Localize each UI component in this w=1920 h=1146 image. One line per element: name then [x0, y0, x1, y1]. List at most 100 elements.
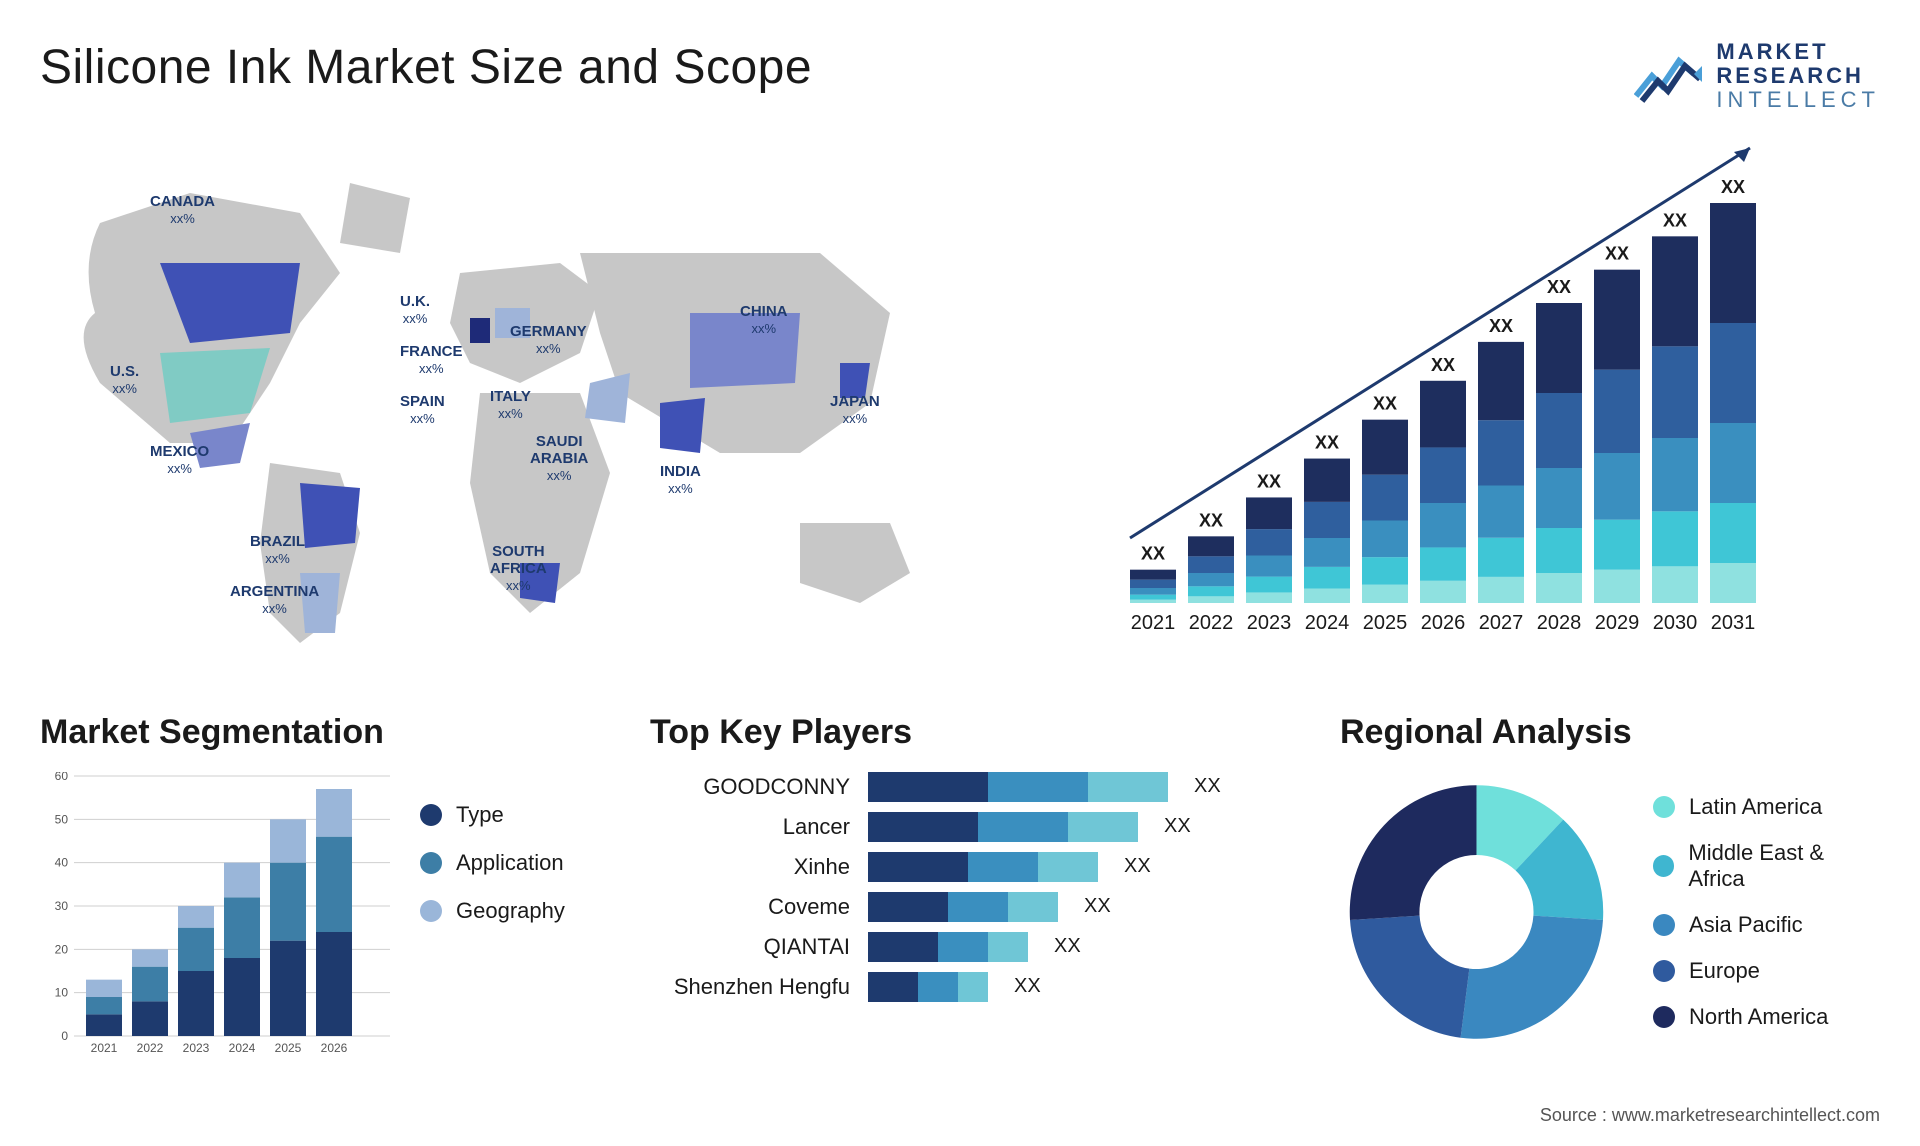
- player-value: XX: [1014, 975, 1041, 998]
- growth-bar-2027-seg2: [1478, 537, 1524, 576]
- growth-year-2028: 2028: [1537, 612, 1582, 634]
- player-bar-seg2: [918, 972, 958, 1002]
- seg-ytick-0: 0: [61, 1029, 68, 1043]
- growth-chart-svg: XX2021XX2022XX2023XX2024XX2025XX2026XX20…: [1020, 143, 1880, 663]
- map-saudi: [585, 373, 630, 423]
- growth-year-2024: 2024: [1305, 612, 1350, 634]
- player-name: GOODCONNY: [650, 774, 850, 800]
- seg-bar-2021-application: [86, 997, 122, 1014]
- legend-dot-icon: [1653, 796, 1675, 818]
- map-label-china: CHINAxx%: [740, 303, 788, 338]
- growth-bar-2025-seg1: [1362, 584, 1408, 602]
- regional-legend: Latin AmericaMiddle East & AfricaAsia Pa…: [1653, 794, 1880, 1030]
- map-label-france: FRANCExx%: [400, 343, 463, 378]
- legend-dot-icon: [420, 852, 442, 874]
- player-bar-seg2: [978, 812, 1068, 842]
- seg-ytick-30: 30: [55, 899, 69, 913]
- player-bar-seg2: [938, 932, 988, 962]
- player-bar-seg2: [948, 892, 1008, 922]
- growth-value-2023: XX: [1257, 471, 1281, 491]
- growth-bar-2027-seg4: [1478, 420, 1524, 485]
- logo-text-2: RESEARCH: [1716, 64, 1880, 88]
- growth-bar-2030-seg2: [1652, 511, 1698, 566]
- growth-bar-2023-seg2: [1246, 576, 1292, 592]
- map-label-germany: GERMANYxx%: [510, 323, 587, 358]
- players-title: Top Key Players: [650, 713, 1290, 752]
- seg-legend-geography: Geography: [420, 898, 565, 924]
- player-row-xinhe: XinheXX: [650, 852, 1290, 882]
- growth-bar-2025-seg2: [1362, 557, 1408, 585]
- seg-year-2022: 2022: [137, 1041, 164, 1055]
- growth-bar-2021-seg1: [1130, 599, 1176, 602]
- donut-slice-asia-pacific: [1461, 915, 1603, 1038]
- growth-bar-2029-seg2: [1594, 519, 1640, 569]
- regional-legend-europe: Europe: [1653, 958, 1880, 984]
- seg-bar-2021-type: [86, 1014, 122, 1036]
- growth-bar-2022-seg3: [1188, 573, 1234, 586]
- seg-bar-2026-geography: [316, 789, 352, 837]
- logo-text-1: MARKET: [1716, 40, 1880, 64]
- legend-dot-icon: [1653, 1006, 1675, 1028]
- legend-dot-icon: [420, 900, 442, 922]
- growth-value-2029: XX: [1605, 243, 1629, 263]
- growth-bar-2028-seg5: [1536, 303, 1582, 393]
- segmentation-title: Market Segmentation: [40, 713, 600, 752]
- map-label-brazil: BRAZILxx%: [250, 533, 305, 568]
- regional-donut-chart: [1340, 772, 1613, 1052]
- growth-bar-2029-seg3: [1594, 453, 1640, 520]
- regional-legend-label: Latin America: [1689, 794, 1822, 820]
- growth-bar-2027-seg5: [1478, 341, 1524, 419]
- seg-year-2026: 2026: [321, 1041, 348, 1055]
- growth-bar-2026-seg5: [1420, 380, 1466, 447]
- growth-value-2024: XX: [1315, 432, 1339, 452]
- regional-legend-north-america: North America: [1653, 1004, 1880, 1030]
- seg-legend-label: Geography: [456, 898, 565, 924]
- growth-bar-2031-seg3: [1710, 423, 1756, 503]
- logo-text-3: INTELLECT: [1716, 88, 1880, 112]
- growth-bar-2023-seg3: [1246, 555, 1292, 576]
- growth-year-2027: 2027: [1479, 612, 1524, 634]
- seg-ytick-50: 50: [55, 812, 69, 826]
- growth-year-2026: 2026: [1421, 612, 1466, 634]
- seg-bar-2024-type: [224, 958, 260, 1036]
- growth-year-2023: 2023: [1247, 612, 1292, 634]
- growth-year-2021: 2021: [1131, 612, 1176, 634]
- seg-legend-label: Type: [456, 802, 504, 828]
- player-bar: [868, 932, 1028, 962]
- seg-year-2021: 2021: [91, 1041, 118, 1055]
- growth-bar-2029-seg4: [1594, 369, 1640, 452]
- growth-year-2031: 2031: [1711, 612, 1756, 634]
- growth-bar-2025-seg3: [1362, 520, 1408, 557]
- growth-bar-2021-seg4: [1130, 579, 1176, 587]
- growth-bar-2026-seg1: [1420, 580, 1466, 602]
- growth-bar-chart: XX2021XX2022XX2023XX2024XX2025XX2026XX20…: [1020, 143, 1880, 663]
- growth-bar-2021-seg3: [1130, 588, 1176, 595]
- map-france: [470, 318, 490, 343]
- seg-bar-2021-geography: [86, 979, 122, 996]
- seg-bar-2022-application: [132, 966, 168, 1001]
- legend-dot-icon: [420, 804, 442, 826]
- map-us: [160, 348, 270, 423]
- player-value: XX: [1194, 775, 1221, 798]
- player-bar-seg1: [868, 812, 978, 842]
- logo-icon: [1634, 46, 1704, 106]
- player-name: QIANTAI: [650, 934, 850, 960]
- brand-logo: MARKET RESEARCH INTELLECT: [1634, 40, 1880, 113]
- growth-bar-2031-seg4: [1710, 323, 1756, 423]
- segmentation-legend: TypeApplicationGeography: [420, 802, 565, 924]
- regional-legend-asia-pacific: Asia Pacific: [1653, 912, 1880, 938]
- seg-bar-2023-type: [178, 971, 214, 1036]
- map-india: [660, 398, 705, 453]
- map-brazil: [300, 483, 360, 548]
- player-value: XX: [1054, 935, 1081, 958]
- regional-legend-label: Europe: [1689, 958, 1760, 984]
- seg-ytick-40: 40: [55, 855, 69, 869]
- player-bar: [868, 852, 1098, 882]
- growth-bar-2022-seg1: [1188, 596, 1234, 603]
- segmentation-chart: 0102030405060202120222023202420252026: [40, 772, 390, 1062]
- growth-bar-2028-seg3: [1536, 468, 1582, 528]
- growth-value-2028: XX: [1547, 277, 1571, 297]
- map-label-safrica: SOUTHAFRICAxx%: [490, 543, 547, 595]
- segmentation-panel: Market Segmentation 01020304050602021202…: [40, 713, 600, 1062]
- growth-bar-2022-seg2: [1188, 586, 1234, 596]
